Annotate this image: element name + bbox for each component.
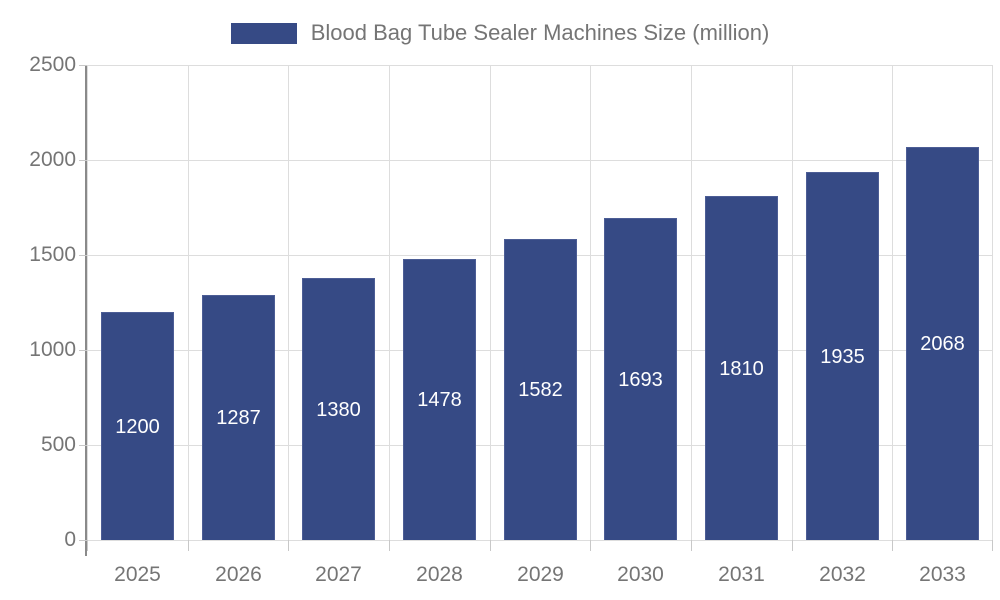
bar-2029: 1582 bbox=[504, 239, 577, 540]
bar-value-label-2033: 2068 bbox=[920, 333, 965, 355]
x-tick-label-2031: 2031 bbox=[718, 563, 765, 586]
bar-value-label-2029: 1582 bbox=[518, 379, 563, 401]
v-gridline-0 bbox=[87, 65, 88, 540]
v-gridline-5 bbox=[590, 65, 591, 540]
bar-2026: 1287 bbox=[202, 295, 275, 540]
x-tick-label-2029: 2029 bbox=[517, 563, 564, 586]
x-tick-mark-7 bbox=[792, 540, 793, 551]
x-tick-label-2032: 2032 bbox=[819, 563, 866, 586]
v-gridline-8 bbox=[892, 65, 893, 540]
bar-value-label-2031: 1810 bbox=[719, 357, 764, 380]
v-gridline-4 bbox=[490, 65, 491, 540]
x-tick-mark-5 bbox=[590, 540, 591, 551]
v-gridline-3 bbox=[389, 65, 390, 540]
y-tick-mark-1000 bbox=[79, 350, 87, 351]
x-tick-mark-0 bbox=[87, 540, 88, 551]
v-gridline-1 bbox=[188, 65, 189, 540]
y-tick-mark-2500 bbox=[79, 65, 87, 66]
bar-value-label-2028: 1478 bbox=[417, 389, 462, 411]
bar-value-label-2030: 1693 bbox=[618, 368, 663, 391]
v-gridline-2 bbox=[288, 65, 289, 540]
bar-2033: 2068 bbox=[906, 147, 979, 540]
x-tick-label-2027: 2027 bbox=[315, 563, 362, 586]
v-gridline-6 bbox=[691, 65, 692, 540]
plot-area: 1200 1287 1380 1478 1582 1693 1810 1935 2068 bbox=[87, 64, 993, 541]
h-gridline-2000 bbox=[87, 159, 993, 161]
x-tick-label-2025: 2025 bbox=[114, 563, 161, 586]
y-tick-label-1000: 1000 bbox=[29, 338, 76, 361]
x-tick-mark-8 bbox=[892, 540, 893, 551]
bar-2032: 1935 bbox=[806, 172, 879, 540]
x-tick-mark-4 bbox=[490, 540, 491, 551]
h-gridline-2500 bbox=[87, 64, 993, 66]
bar-2030: 1693 bbox=[604, 218, 677, 540]
x-tick-mark-6 bbox=[691, 540, 692, 551]
y-tick-label-2000: 2000 bbox=[29, 148, 76, 171]
x-tick-mark-2 bbox=[288, 540, 289, 551]
legend[interactable]: Blood Bag Tube Sealer Machines Size (mil… bbox=[0, 20, 1000, 46]
x-tick-label-2033: 2033 bbox=[919, 563, 966, 586]
v-gridline-9 bbox=[992, 65, 993, 540]
h-gridline-0 bbox=[87, 539, 993, 541]
y-tick-mark-1500 bbox=[79, 255, 87, 256]
bar-2025: 1200 bbox=[101, 312, 174, 540]
bar-value-label-2026: 1287 bbox=[216, 407, 261, 429]
x-tick-label-2028: 2028 bbox=[416, 563, 463, 586]
bar-2027: 1380 bbox=[302, 278, 375, 540]
y-tick-mark-500 bbox=[79, 445, 87, 446]
y-tick-label-0: 0 bbox=[64, 528, 76, 551]
bar-value-label-2032: 1935 bbox=[820, 345, 865, 368]
x-tick-mark-3 bbox=[389, 540, 390, 551]
y-tick-label-1500: 1500 bbox=[29, 243, 76, 266]
v-gridline-7 bbox=[792, 65, 793, 540]
y-tick-label-500: 500 bbox=[40, 433, 76, 456]
y-tick-label-2500: 2500 bbox=[29, 53, 76, 76]
y-tick-mark-0 bbox=[79, 540, 87, 541]
bar-value-label-2027: 1380 bbox=[316, 398, 361, 421]
bar-value-label-2025: 1200 bbox=[115, 415, 160, 438]
bar-2028: 1478 bbox=[403, 259, 476, 540]
x-tick-mark-1 bbox=[188, 540, 189, 551]
x-tick-label-2030: 2030 bbox=[617, 563, 664, 586]
bar-2031: 1810 bbox=[705, 196, 778, 540]
legend-label: Blood Bag Tube Sealer Machines Size (mil… bbox=[310, 20, 770, 45]
y-tick-mark-2000 bbox=[79, 160, 87, 161]
x-tick-mark-9 bbox=[992, 540, 993, 551]
legend-swatch bbox=[230, 22, 297, 44]
y-axis-line bbox=[85, 65, 87, 556]
x-tick-label-2026: 2026 bbox=[215, 563, 262, 586]
